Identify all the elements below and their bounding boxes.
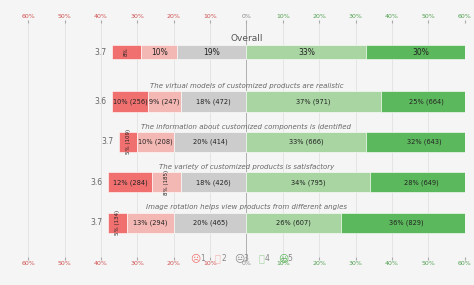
Text: 9% (247): 9% (247) (149, 98, 180, 105)
Text: 🙁: 🙁 (214, 253, 220, 263)
Bar (109, 172, 152, 192)
Text: 30%: 30% (412, 48, 429, 56)
Text: 3: 3 (243, 254, 248, 263)
Text: Image rotation helps view products from different angles: Image rotation helps view products from … (146, 204, 347, 210)
Text: 32% (643): 32% (643) (407, 139, 442, 145)
Text: 18% (472): 18% (472) (196, 98, 231, 105)
Bar (109, 213, 127, 233)
Text: 26% (607): 26% (607) (276, 219, 311, 226)
Text: 3.6: 3.6 (94, 97, 107, 106)
Bar (381, 91, 472, 111)
Text: 36% (829): 36% (829) (389, 219, 424, 226)
Text: 3.7: 3.7 (91, 218, 103, 227)
Text: 1: 1 (200, 254, 204, 263)
Bar (152, 172, 181, 192)
Bar (366, 45, 474, 59)
Text: 20% (465): 20% (465) (193, 219, 228, 226)
Text: 3.6: 3.6 (91, 178, 103, 187)
Bar (181, 91, 246, 111)
Text: 4: 4 (265, 254, 270, 263)
Text: 10%: 10% (151, 48, 168, 56)
Text: 10% (208): 10% (208) (138, 139, 173, 145)
Text: 8%: 8% (124, 48, 129, 56)
Text: 34% (795): 34% (795) (291, 179, 326, 186)
Text: 🙂: 🙂 (258, 253, 264, 263)
Bar (112, 91, 148, 111)
Text: ☹: ☹ (191, 253, 201, 263)
Bar (246, 172, 370, 192)
Text: 5: 5 (287, 254, 292, 263)
Bar (246, 213, 341, 233)
Text: 3.7: 3.7 (94, 48, 107, 56)
Bar (181, 172, 246, 192)
Text: 37% (971): 37% (971) (296, 98, 331, 105)
Bar (177, 45, 246, 59)
Bar (341, 213, 472, 233)
Text: Overall: Overall (230, 34, 263, 42)
Text: 33% (666): 33% (666) (289, 139, 324, 145)
Text: 19%: 19% (203, 48, 220, 56)
Text: The variety of customized products is satisfactory: The variety of customized products is sa… (159, 164, 334, 170)
Text: 3.7: 3.7 (102, 137, 114, 146)
Text: 12% (284): 12% (284) (113, 179, 147, 186)
Bar (246, 132, 366, 152)
Text: 25% (664): 25% (664) (409, 98, 444, 105)
Bar (137, 132, 174, 152)
Text: 😃: 😃 (278, 253, 288, 263)
Text: 10% (256): 10% (256) (113, 98, 147, 105)
Bar (141, 45, 177, 59)
Bar (246, 91, 381, 111)
Text: 5% (109): 5% (109) (126, 129, 131, 154)
Text: 8% (185): 8% (185) (164, 170, 169, 195)
Bar (148, 91, 181, 111)
Bar (174, 132, 246, 152)
Bar (370, 172, 472, 192)
Text: The virtual models of customized products are realistic: The virtual models of customized product… (150, 83, 343, 89)
Bar (174, 213, 246, 233)
Text: 18% (426): 18% (426) (196, 179, 231, 186)
Bar (127, 213, 174, 233)
Text: 5% (134): 5% (134) (115, 210, 120, 235)
Text: 13% (294): 13% (294) (133, 219, 167, 226)
Text: 33%: 33% (298, 48, 315, 56)
Text: 2: 2 (221, 254, 226, 263)
Text: The information about customized components is identified: The information about customized compone… (141, 123, 352, 130)
Bar (246, 45, 366, 59)
Text: 28% (649): 28% (649) (403, 179, 438, 186)
Bar (366, 132, 474, 152)
Bar (119, 132, 137, 152)
Bar (112, 45, 141, 59)
Text: 😐: 😐 (234, 253, 244, 263)
Text: 20% (414): 20% (414) (193, 139, 228, 145)
